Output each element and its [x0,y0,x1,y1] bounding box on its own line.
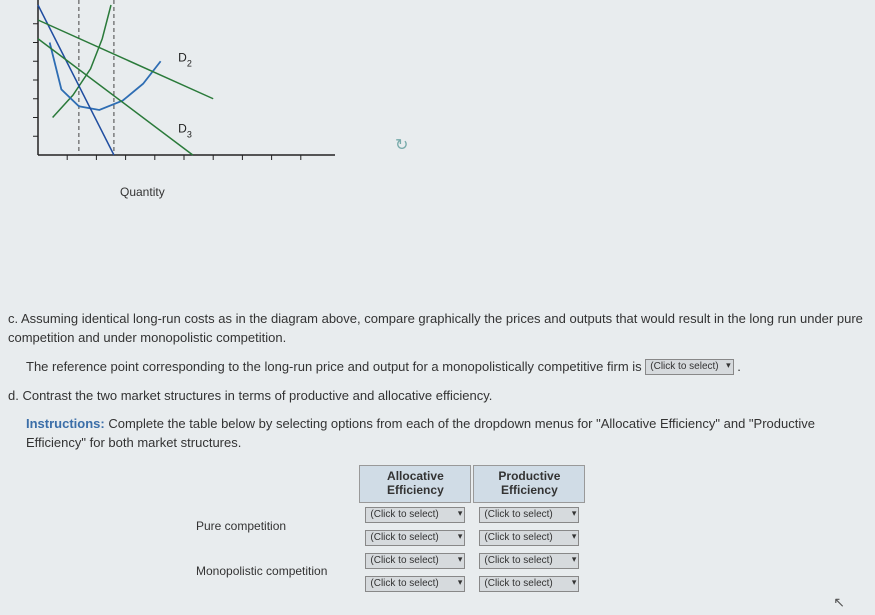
col-productive: ProductiveEfficiency [473,465,585,503]
pc-prod-select-2[interactable]: (Click to select) [479,530,579,546]
mc-alloc-select-1[interactable]: (Click to select) [365,553,465,569]
instructions-line: Instructions: Complete the table below b… [8,415,863,453]
x-axis-label: Quantity [120,185,165,199]
cursor-icon: ↖ [833,594,845,611]
svg-text:D3: D3 [178,122,192,140]
efficiency-table: AllocativeEfficiency ProductiveEfficienc… [188,463,587,596]
instructions-label: Instructions: [26,416,105,431]
pc-prod-select-1[interactable]: (Click to select) [479,507,579,523]
pc-alloc-select-2[interactable]: (Click to select) [365,530,465,546]
reload-icon[interactable]: ↻ [395,135,408,155]
mc-prod-select-1[interactable]: (Click to select) [479,553,579,569]
reference-point-select[interactable]: (Click to select) [645,359,733,375]
row-monopolistic: Monopolistic competition [190,550,357,594]
svg-text:D2: D2 [178,50,192,68]
economics-chart: D2 D3 [20,0,340,180]
mc-prod-select-2[interactable]: (Click to select) [479,576,579,592]
question-d-text: d. Contrast the two market structures in… [8,387,863,406]
mc-alloc-select-2[interactable]: (Click to select) [365,576,465,592]
question-content: c. Assuming identical long-run costs as … [8,310,863,596]
instructions-text: Complete the table below by selecting op… [26,416,815,450]
question-c-text: c. Assuming identical long-run costs as … [8,310,863,348]
ref-text-pre: The reference point corresponding to the… [26,359,645,374]
ref-text-post: . [737,359,741,374]
question-c-reference: The reference point corresponding to the… [8,358,863,377]
row-pure-competition: Pure competition [190,505,357,549]
col-allocative: AllocativeEfficiency [359,465,471,503]
pc-alloc-select-1[interactable]: (Click to select) [365,507,465,523]
